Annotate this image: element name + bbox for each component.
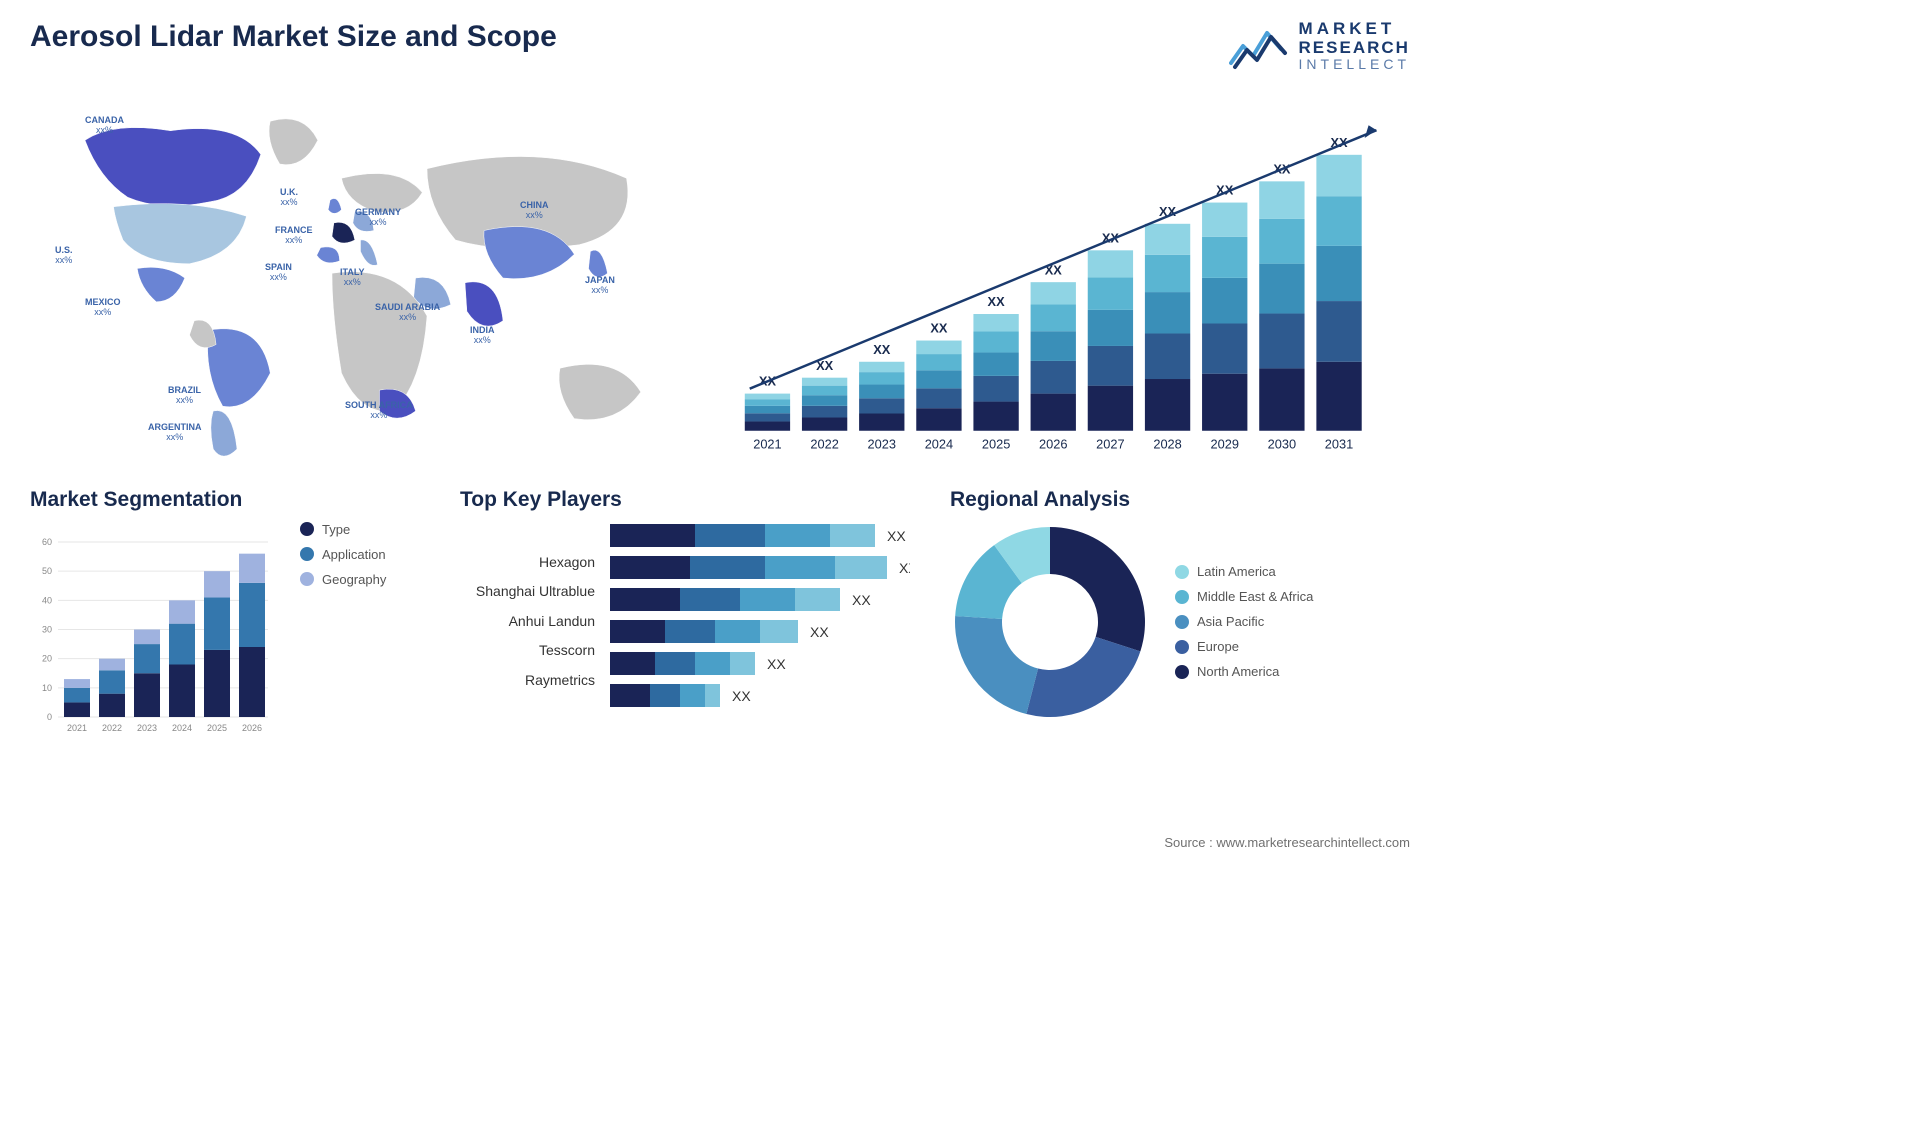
segmentation-legend: Type Application Geography <box>300 522 386 587</box>
svg-text:2031: 2031 <box>1325 436 1353 451</box>
players-title: Top Key Players <box>460 488 920 512</box>
segmentation-panel: Market Segmentation 0 10 20 30 40 50 60 2021 202… <box>30 488 430 768</box>
svg-text:2021: 2021 <box>67 723 87 733</box>
svg-text:2030: 2030 <box>1268 436 1296 451</box>
legend-item: Geography <box>300 572 386 587</box>
logo-text: MARKET RESEARCH INTELLECT <box>1299 20 1410 73</box>
legend-item: Middle East & Africa <box>1175 589 1313 604</box>
svg-text:30: 30 <box>42 624 52 634</box>
regional-body: Latin America Middle East & Africa Asia Pa… <box>950 522 1410 722</box>
svg-text:2026: 2026 <box>242 723 262 733</box>
map-label: ARGENTINAxx% <box>148 423 202 443</box>
map-label: CANADAxx% <box>85 116 124 136</box>
svg-text:2023: 2023 <box>868 436 896 451</box>
legend-item: Application <box>300 547 386 562</box>
map-label: BRAZILxx% <box>168 386 201 406</box>
map-label: GERMANYxx% <box>355 208 401 228</box>
svg-text:2024: 2024 <box>172 723 192 733</box>
map-label: ITALYxx% <box>340 268 365 288</box>
legend-item: Europe <box>1175 639 1313 654</box>
map-label: INDIAxx% <box>470 326 495 346</box>
svg-text:XX: XX <box>732 688 751 704</box>
map-label: U.K.xx% <box>280 188 298 208</box>
svg-text:2025: 2025 <box>207 723 227 733</box>
svg-text:2028: 2028 <box>1153 436 1181 451</box>
svg-text:0: 0 <box>47 712 52 722</box>
svg-text:2023: 2023 <box>137 723 157 733</box>
svg-text:50: 50 <box>42 566 52 576</box>
regional-panel: Regional Analysis Latin America Middle Ea… <box>950 488 1410 768</box>
svg-text:XX: XX <box>873 342 891 357</box>
legend-item: Asia Pacific <box>1175 614 1313 629</box>
growth-chart-panel: XX2021XX2022XX2023XX2024XX2025XX2026XX20… <box>730 88 1410 468</box>
players-panel: Top Key Players Hexagon Shanghai Ultrablu… <box>460 488 920 768</box>
players-labels: Hexagon Shanghai Ultrablue Anhui Landun Tes… <box>460 522 595 688</box>
svg-text:2027: 2027 <box>1096 436 1124 451</box>
regional-donut <box>950 522 1150 722</box>
svg-text:40: 40 <box>42 595 52 605</box>
source-attribution: Source : www.marketresearchintellect.com <box>1164 835 1410 850</box>
header: Aerosol Lidar Market Size and Scope MARK… <box>30 20 1410 73</box>
regional-title: Regional Analysis <box>950 488 1410 512</box>
svg-text:20: 20 <box>42 653 52 663</box>
player-name: Hexagon <box>539 554 595 570</box>
svg-text:XX: XX <box>899 560 910 576</box>
svg-text:10: 10 <box>42 683 52 693</box>
players-chart: XX XX XX XX XX XX <box>610 522 910 732</box>
regional-legend: Latin America Middle East & Africa Asia Pa… <box>1175 564 1313 679</box>
segmentation-title: Market Segmentation <box>30 488 430 512</box>
map-label: SAUDI ARABIAxx% <box>375 303 440 323</box>
map-label: MEXICOxx% <box>85 298 121 318</box>
legend-item: Type <box>300 522 386 537</box>
svg-text:2025: 2025 <box>982 436 1010 451</box>
player-name: Tesscorn <box>539 642 595 658</box>
svg-text:XX: XX <box>887 528 906 544</box>
map-label: FRANCExx% <box>275 226 313 246</box>
logo-mark-icon <box>1229 21 1289 71</box>
legend-item: North America <box>1175 664 1313 679</box>
legend-item: Latin America <box>1175 564 1313 579</box>
svg-text:XX: XX <box>988 294 1006 309</box>
bottom-row: Market Segmentation 0 10 20 30 40 50 60 2021 202… <box>30 488 1410 768</box>
top-row: CANADAxx% U.S.xx% MEXICOxx% BRAZILxx% ARGENT… <box>30 88 1410 468</box>
map-label: U.S.xx% <box>55 246 73 266</box>
growth-chart: XX2021XX2022XX2023XX2024XX2025XX2026XX20… <box>730 88 1410 468</box>
map-label: SOUTH AFRICAxx% <box>345 401 413 421</box>
map-label: CHINAxx% <box>520 201 549 221</box>
player-name: Anhui Landun <box>509 613 595 629</box>
segmentation-chart: 0 10 20 30 40 50 60 2021 2022 2023 2024 2025 2026 <box>30 522 280 742</box>
world-map-panel: CANADAxx% U.S.xx% MEXICOxx% BRAZILxx% ARGENT… <box>30 88 710 468</box>
svg-text:XX: XX <box>852 592 871 608</box>
map-label: JAPANxx% <box>585 276 615 296</box>
players-body: Hexagon Shanghai Ultrablue Anhui Landun Tes… <box>460 522 920 732</box>
svg-text:XX: XX <box>767 656 786 672</box>
player-name: Raymetrics <box>525 672 595 688</box>
page-title: Aerosol Lidar Market Size and Scope <box>30 20 557 54</box>
brand-logo: MARKET RESEARCH INTELLECT <box>1229 20 1410 73</box>
svg-text:2022: 2022 <box>810 436 838 451</box>
svg-text:60: 60 <box>42 537 52 547</box>
map-label: SPAINxx% <box>265 263 292 283</box>
segmentation-body: 0 10 20 30 40 50 60 2021 2022 2023 2024 2025 2026 Ty… <box>30 522 430 742</box>
svg-text:2022: 2022 <box>102 723 122 733</box>
svg-text:XX: XX <box>930 320 948 335</box>
svg-text:XX: XX <box>810 624 829 640</box>
svg-text:2026: 2026 <box>1039 436 1067 451</box>
player-name: Shanghai Ultrablue <box>476 583 595 599</box>
svg-text:2021: 2021 <box>753 436 781 451</box>
svg-text:2029: 2029 <box>1210 436 1238 451</box>
svg-text:2024: 2024 <box>925 436 953 451</box>
